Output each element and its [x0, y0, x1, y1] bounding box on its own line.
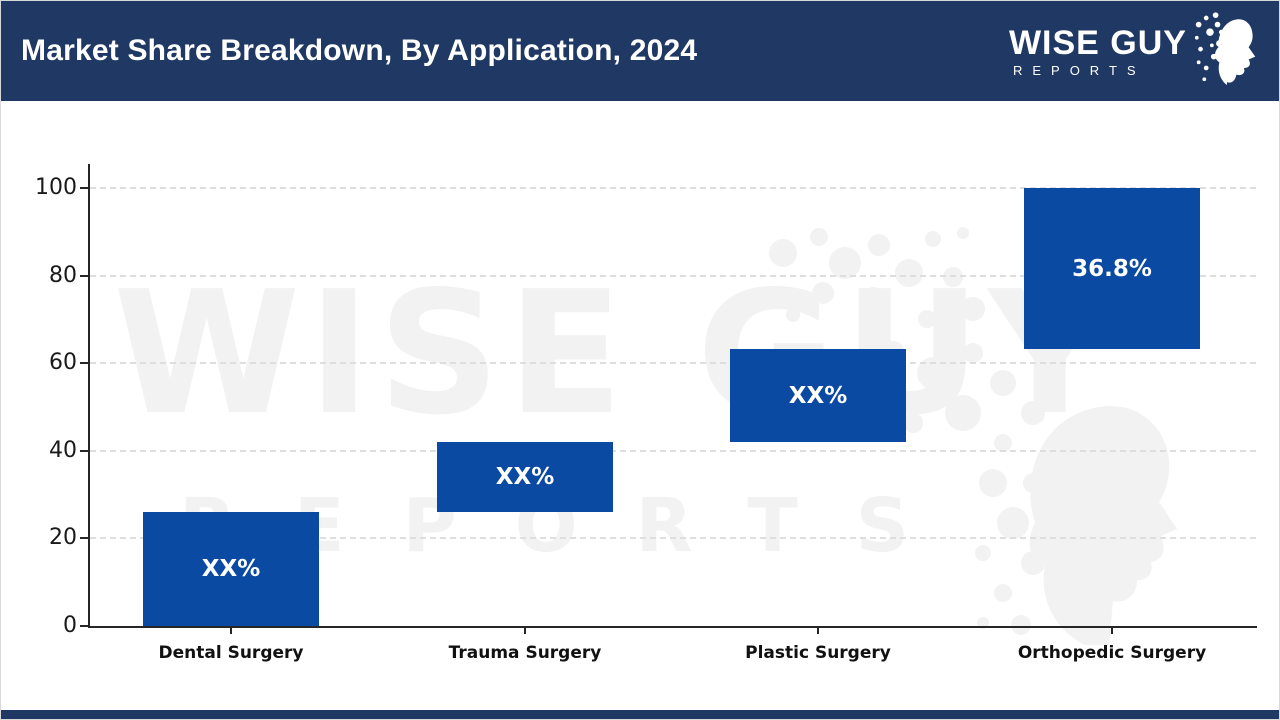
y-tick-20: [80, 537, 88, 540]
bar-value-label: XX%: [201, 556, 261, 583]
y-tick-label-0: 0: [63, 613, 77, 638]
y-tick-60: [80, 362, 88, 365]
y-tick-label-100: 100: [35, 175, 77, 200]
y-tick-label-40: 40: [49, 437, 77, 463]
footer-bar: [1, 710, 1279, 719]
bar-dental-surgery: XX%: [143, 512, 319, 626]
bar-plastic-surgery: XX%: [730, 349, 906, 443]
y-tick-40: [80, 449, 88, 452]
y-tick-label-60: 60: [49, 350, 77, 376]
y-tick-label-20: 20: [49, 525, 77, 551]
bar-orthopedic-surgery: 36.8%: [1024, 188, 1200, 350]
x-axis-spine: [88, 626, 1257, 628]
x-tick-0: [230, 628, 232, 634]
y-axis-spine: [88, 164, 90, 628]
x-category-label-3: Orthopedic Surgery: [1017, 643, 1207, 663]
header-bar: Market Share Breakdown, By Application, …: [1, 1, 1279, 101]
watermark-face-dots-graphic: [769, 227, 1177, 645]
y-gridline-80: [90, 274, 1256, 277]
x-category-label-1: Trauma Surgery: [448, 643, 602, 663]
y-tick-label-80: 80: [49, 262, 77, 288]
brand-logo-text: WISE GUY REPORTS: [1009, 26, 1187, 77]
brand-logo-wordmark: WISE GUY: [1008, 23, 1187, 62]
x-tick-1: [524, 628, 526, 634]
y-gridline-20: [90, 537, 1256, 540]
x-category-label-0: Dental Surgery: [158, 643, 304, 663]
x-category-label-2: Plastic Surgery: [745, 643, 891, 663]
y-gridline-40: [90, 449, 1256, 452]
brand-logo: WISE GUY REPORTS: [1009, 11, 1259, 91]
x-tick-2: [817, 628, 819, 634]
y-gridline-60: [90, 362, 1256, 365]
bar-value-label: XX%: [788, 382, 848, 409]
brand-logo-subtitle: REPORTS: [1012, 62, 1146, 78]
y-tick-0: [80, 625, 88, 627]
y-tick-80: [80, 274, 88, 277]
y-tick-100: [80, 187, 88, 189]
page-title: Market Share Breakdown, By Application, …: [21, 34, 698, 67]
brand-face-icon: [1194, 12, 1256, 85]
bar-trauma-surgery: XX%: [437, 442, 613, 513]
bar-value-label: XX%: [495, 464, 555, 491]
y-gridline-100: [90, 187, 1256, 189]
x-tick-3: [1111, 628, 1113, 634]
bar-value-label: 36.8%: [1072, 255, 1152, 282]
watermark-brand-text: WISE GUY: [113, 255, 1119, 453]
watermark: WISE GUY REPORTS: [1, 101, 1279, 713]
